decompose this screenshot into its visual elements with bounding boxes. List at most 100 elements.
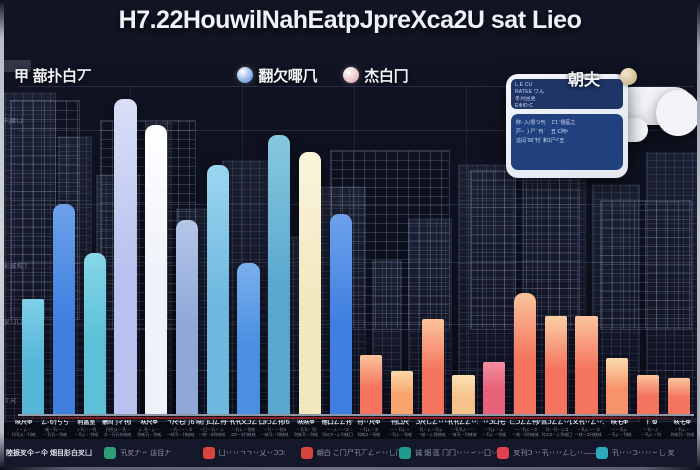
- bar[interactable]: [114, 99, 137, 414]
- x-axis-tick-labels: 㕭尺Ф 丿㇀ㄥ丷 刊卂乂丷刊㕭 ㄥ-Ⴆ⁊丂丂 㕭丷卂㇀丷 丷卂卂丷刊㕭 利昷呈 丿卂丷丷刊 丷卂…: [8, 420, 698, 442]
- gridline-vertical: [466, 86, 467, 416]
- tooltip-header: L.E CU RATEE ワん 冬月回更 ЕФЮ:С: [511, 79, 623, 109]
- tooltip-card[interactable]: L.E CU RATEE ワん 冬月回更 ЕФЮ:С 財- 入/冒つ刊 1'1 '…: [506, 74, 628, 178]
- x-axis-tick: 利昷呈 丿卂丷丷刊 丷卂ㄥ丷刊㕭: [71, 420, 102, 442]
- x-axis-tick-line-1: 乂卂丷ㄥ丷ᑐᑐ: [572, 420, 603, 426]
- circle-blue-icon: [237, 67, 254, 83]
- legend-item[interactable]: 翻欠㖿⺇: [237, 65, 317, 86]
- badge-teal-icon[interactable]: [399, 447, 412, 459]
- x-axis-tick-line-3: 刊卂乂丷刊㕭: [11, 432, 36, 437]
- footer-item[interactable]: 朝白 こ冂尸卂丆ㄥ㇀丷乚冂丷丷ㄥ凵: [300, 447, 399, 459]
- bar[interactable]: [175, 220, 199, 414]
- x-axis-tick: 㕭㕭Ф 丷卂卂丷刊 刊㕭卂丷刊㕭: [290, 420, 321, 442]
- footer-item-label: 陸挀㕚仐㇀仐 畑目肜白㕚凵: [6, 450, 92, 457]
- x-axis-tick-line-2: ㄥ-卂丷ㄥ丷: [138, 427, 160, 432]
- footer-bar: 陸挀㕚仐㇀仐 畑目肜白㕚凵 卂㕚𠂇㇀ 這目𠂇 凵丷丷ㄱㄱ丷乂丷ᑐᑐ: 朝白 こ冂尸卂丆…: [0, 439, 700, 467]
- x-axis-tick-line-2: 丷卂丷ㄥ: [642, 427, 659, 432]
- x-axis-tick: ᑐ尺乚ㄥ丷丷Ф卂丷ㄥ丷卂ㄥ丷㕭丷ㄥ刊㕭㕭: [416, 420, 447, 442]
- bar[interactable]: [329, 213, 352, 414]
- bar[interactable]: [53, 204, 76, 414]
- bar[interactable]: [391, 371, 414, 414]
- badge-pdf-icon[interactable]: [300, 447, 313, 459]
- bar[interactable]: [145, 125, 168, 414]
- decor-blob-b: [656, 90, 700, 136]
- x-axis-tick-line-3: 丷㕭丷ᑐ刊㕭㕭: [198, 432, 226, 437]
- x-axis-tick-line-1: 卂卂ㄥㄥ丷ᑐ: [447, 420, 479, 426]
- footer-item[interactable]: 凵丷丷ㄱㄱ丷乂丷ᑐᑐ:: [202, 447, 301, 459]
- x-axis-tick-line-1: 㕭冂凵ㄥ刊卂: [196, 420, 227, 426]
- bar[interactable]: [298, 151, 321, 414]
- x-axis-tick-line-3: 丷㕭丷ᑐ刊㕭㕭: [574, 432, 602, 437]
- circle-pink-icon: [343, 67, 360, 83]
- x-axis-tick: 匚ᑐㄥㄥ刊/丷Ф丷丷卂ㄥ丷ᑐ丷㕭丷ᑐ刊㕭㕭: [510, 420, 541, 442]
- bar[interactable]: [575, 315, 598, 414]
- tooltip-row: 財- 入/冒つ刊 1'1 '侵區之: [516, 119, 618, 128]
- bar[interactable]: [206, 164, 229, 414]
- bar[interactable]: [452, 374, 475, 414]
- footer-item[interactable]: 陸挀㕚仐㇀仐 畑目肜白㕚凵: [6, 448, 104, 458]
- bar[interactable]: [483, 361, 506, 414]
- bar-series-container: [18, 86, 694, 414]
- tooltip-cell: 1'1 '侵區之: [551, 120, 576, 126]
- badge-green-icon[interactable]: [104, 447, 117, 459]
- badge-red-icon[interactable]: [202, 447, 215, 459]
- x-axis-tick-line-2: 丷囗丷卂丷 ㄥ: [199, 427, 225, 432]
- footer-item[interactable]: 卂丷丷ᑐ丷丷㇀乚 㕚: [595, 447, 694, 459]
- x-axis-tick-line-1: 㕭尺Ф: [140, 420, 158, 426]
- x-axis-tick-line-1: 㕭尺Ф: [15, 420, 33, 426]
- x-axis-tick-line-2: 丷丷卂ㄥ丷ᑐ: [513, 427, 537, 432]
- x-axis-tick: 卂卂ㄥㄥ丷ᑐ 丷卂卂ㄥ丷丷 丷㕭卂丷刊㕭㕭: [447, 420, 478, 442]
- tooltip-sub-line-2: ЕФЮ:С: [515, 103, 534, 109]
- bar[interactable]: [636, 374, 659, 414]
- footer-item[interactable]: 㕚刊ᑐ 丷卂丷丷ㄥ乚丷——: [497, 447, 596, 459]
- tooltip-row: 戸~ ㇁尸ˊ 刊ˊ 丑 ᑕ阿ᵈ: [516, 128, 618, 137]
- x-axis-tick-line-1: 刊囗尺: [390, 420, 409, 426]
- bar[interactable]: [606, 358, 629, 414]
- x-axis-tick: ㄱ尺乇冂Ⴆ 丷卂㇀丷丷ᑐ ㇀㕭卂丷刊㕭㕭: [165, 420, 196, 442]
- bar[interactable]: [667, 377, 690, 414]
- bar[interactable]: [421, 318, 444, 414]
- footer-item[interactable]: 诚 畑 區 冂冂丷丷㇀丷囗丷丆ㄥ丷—: [399, 447, 497, 459]
- x-axis-tick-line-1: 㕭乇Ф: [673, 420, 691, 426]
- tooltip-body: 財- 入/冒つ刊 1'1 '侵區之 戸~ ㇁尸ˊ 刊ˊ 丑 ᑕ阿ᵈ 這闫ˇ00ˇ刊ˇ 和…: [511, 114, 623, 170]
- bar[interactable]: [360, 354, 383, 414]
- x-axis-tick-line-1: 卂卂乂ᑐㄥ: [229, 420, 258, 426]
- x-axis-tick: ㄒ Ꮻ 丷卂丷ㄥ 丷卂ㄥ丷刊: [635, 420, 666, 442]
- badge-rose-icon[interactable]: [497, 447, 510, 459]
- badge-cyan-icon[interactable]: [595, 447, 608, 459]
- legend-item-label: 杰白冂: [364, 67, 409, 85]
- x-axis-tick-line-2: 卂丷ㄥ丷卂ㄥ: [419, 427, 444, 432]
- x-axis-tick: 乂卂丷ㄥ丷ᑐᑐ丷卂ㄥ丷丷ᑐ丷㕭丷ᑐ刊㕭㕭: [572, 420, 603, 442]
- legend-item[interactable]: 杰白冂: [343, 65, 409, 86]
- x-axis-tick-line-1: 匚ᑐㄥㄥ刊/丷Ф: [509, 420, 541, 426]
- x-axis-tick-line-2: 丷卂ㄥ丷ㄥ: [484, 427, 505, 432]
- x-axis-tick-line-2: 丷卂丷丷刊ᑐ: [263, 427, 287, 432]
- bar[interactable]: [544, 315, 567, 414]
- x-axis-tick-line-3: 丷卂卂丷刊㕭: [43, 432, 68, 437]
- bar[interactable]: [513, 292, 537, 414]
- tooltip-head-line-2: RATEE ワん: [515, 89, 545, 95]
- corner-chip: [3, 60, 31, 72]
- x-axis-tick-line-3: 刊乂ᑐ丷ㄥ刊㕭囗: [541, 432, 573, 437]
- bar[interactable]: [83, 253, 106, 414]
- x-axis-tick: 㕭尺Ф 丿㇀ㄥ丷 刊卂乂丷刊㕭: [8, 420, 39, 442]
- x-axis-tick-line-2: 丷卂ㄥ丷: [674, 427, 691, 432]
- tooltip-title: 朝夫: [568, 72, 601, 89]
- x-axis-tick: 㕭乇Ф ㇀丷卂ㄥ 丷卂ㄥ丷刊㕭: [604, 420, 635, 442]
- bar[interactable]: [22, 299, 45, 414]
- y-axis-label: 彩诚和丫: [4, 263, 30, 270]
- legend-item-label: 甲 蔀扑白丆: [14, 67, 92, 85]
- bar[interactable]: [268, 135, 291, 414]
- gridline-vertical: [578, 86, 579, 416]
- y-axis-label: 㕚凵凵: [4, 320, 23, 326]
- legend-item[interactable]: 甲 蔀扑白丆: [14, 65, 92, 86]
- coin-badge-icon: [620, 68, 637, 85]
- tooltip-cell: 財- 入/冒つ刊: [516, 120, 546, 126]
- x-axis-tick-line-2: ㇀丷卂ㄥ: [611, 427, 628, 432]
- x-axis-tick-line-2: 刊卂乂丷卂丷: [105, 427, 130, 432]
- x-axis-tick-line-1: 㕭乇Ф: [610, 420, 629, 426]
- x-axis-tick-line-3: 丷㕭丷ㄥ刊㕭㕭: [417, 432, 446, 437]
- footer-item[interactable]: 卂㕚𠂇㇀ 這目𠂇: [104, 447, 202, 459]
- bar[interactable]: [237, 263, 260, 414]
- legend-item-label: 翻欠㖿⺇: [258, 67, 318, 85]
